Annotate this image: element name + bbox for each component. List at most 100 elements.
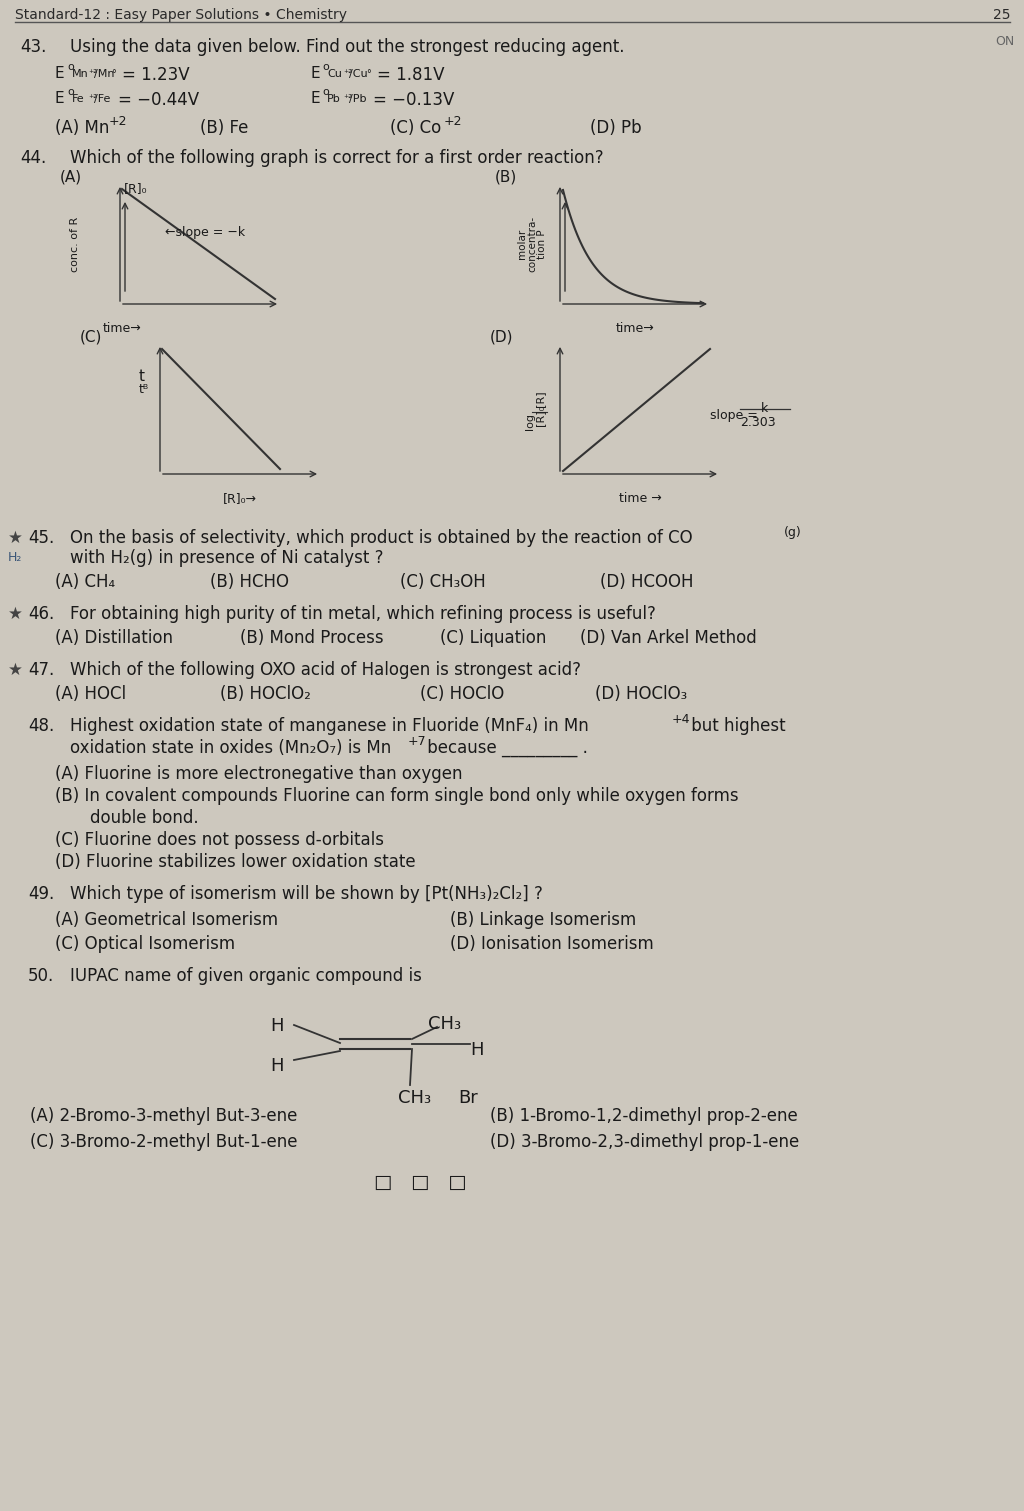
Text: 43.: 43. — [20, 38, 46, 56]
Text: H: H — [270, 1017, 284, 1035]
Text: (D) Ionisation Isomerism: (D) Ionisation Isomerism — [450, 935, 653, 953]
Text: 44.: 44. — [20, 150, 46, 168]
Text: (B) Fe: (B) Fe — [200, 119, 249, 138]
Text: (A) Geometrical Isomerism: (A) Geometrical Isomerism — [55, 911, 279, 929]
Text: (C) Fluorine does not possess d-orbitals: (C) Fluorine does not possess d-orbitals — [55, 831, 384, 849]
Text: 48.: 48. — [28, 718, 54, 734]
Text: CH₃: CH₃ — [428, 1015, 461, 1034]
Text: (C) 3-Bromo-2-methyl But-1-ene: (C) 3-Bromo-2-methyl But-1-ene — [30, 1133, 298, 1151]
Text: CH₃: CH₃ — [398, 1089, 431, 1108]
Text: = −0.44V: = −0.44V — [118, 91, 199, 109]
Text: 47.: 47. — [28, 660, 54, 678]
Text: (A) CH₄: (A) CH₄ — [55, 573, 115, 591]
Text: ⁺²: ⁺² — [343, 70, 352, 79]
Text: Mn: Mn — [72, 70, 89, 79]
Text: (D) HOClO₃: (D) HOClO₃ — [595, 684, 687, 703]
Text: 46.: 46. — [28, 604, 54, 623]
Text: Highest oxidation state of manganese in Fluoride (MnF₄) in Mn: Highest oxidation state of manganese in … — [70, 718, 589, 734]
Text: o: o — [322, 62, 329, 73]
Text: +2: +2 — [109, 115, 128, 128]
Text: Br: Br — [458, 1089, 478, 1108]
Text: time→: time→ — [102, 322, 141, 335]
Text: = 1.81V: = 1.81V — [377, 66, 444, 85]
Text: time→: time→ — [615, 322, 654, 335]
Text: (C) Optical Isomerism: (C) Optical Isomerism — [55, 935, 236, 953]
Text: Using the data given below. Find out the strongest reducing agent.: Using the data given below. Find out the… — [70, 38, 625, 56]
Text: (B) HOClO₂: (B) HOClO₂ — [220, 684, 311, 703]
Text: ←slope = −k: ←slope = −k — [165, 227, 245, 239]
Text: tion P: tion P — [537, 230, 547, 258]
Text: (g): (g) — [784, 526, 802, 539]
Text: (C) CH₃OH: (C) CH₃OH — [400, 573, 485, 591]
Text: 45.: 45. — [28, 529, 54, 547]
Text: Cu: Cu — [327, 70, 342, 79]
Text: /Cu: /Cu — [349, 70, 368, 79]
Text: 50.: 50. — [28, 967, 54, 985]
Text: (D): (D) — [490, 329, 513, 345]
Text: time →: time → — [618, 493, 662, 505]
Text: (B) 1-Bromo-1,2-dimethyl prop-2-ene: (B) 1-Bromo-1,2-dimethyl prop-2-ene — [490, 1108, 798, 1126]
Text: (A): (A) — [60, 169, 82, 184]
Text: 49.: 49. — [28, 885, 54, 904]
Text: (B): (B) — [495, 169, 517, 184]
Text: +4: +4 — [672, 713, 690, 725]
Text: log: log — [525, 414, 535, 431]
Text: (D) Van Arkel Method: (D) Van Arkel Method — [580, 629, 757, 647]
Text: conc. of R: conc. of R — [70, 216, 80, 272]
Text: Standard-12 : Easy Paper Solutions • Chemistry: Standard-12 : Easy Paper Solutions • Che… — [15, 8, 347, 23]
Text: Fe: Fe — [72, 94, 85, 104]
Text: (C) Co: (C) Co — [390, 119, 441, 138]
Text: o: o — [322, 88, 329, 97]
Text: but highest: but highest — [686, 718, 785, 734]
Text: °: ° — [111, 70, 116, 79]
Text: ★: ★ — [8, 660, 23, 678]
Text: (C): (C) — [80, 329, 102, 345]
Text: /Fe: /Fe — [94, 94, 111, 104]
Text: [R]₀: [R]₀ — [535, 405, 545, 426]
Text: (A) Distillation: (A) Distillation — [55, 629, 173, 647]
Text: (A) HOCl: (A) HOCl — [55, 684, 126, 703]
Text: k: k — [762, 402, 769, 416]
Text: slope =: slope = — [710, 409, 762, 422]
Text: On the basis of selectivity, which product is obtained by the reaction of CO: On the basis of selectivity, which produ… — [70, 529, 692, 547]
Text: IUPAC name of given organic compound is: IUPAC name of given organic compound is — [70, 967, 422, 985]
Text: double bond.: double bond. — [90, 808, 199, 827]
Text: ⁺²: ⁺² — [88, 70, 97, 79]
Text: +2: +2 — [444, 115, 463, 128]
Text: (C) Liquation: (C) Liquation — [440, 629, 547, 647]
Text: molar: molar — [517, 228, 527, 258]
Text: +7: +7 — [408, 734, 427, 748]
Text: = 1.23V: = 1.23V — [122, 66, 189, 85]
Text: [R]₀: [R]₀ — [124, 181, 147, 195]
Text: tᴮ: tᴮ — [139, 382, 150, 396]
Text: (D) Pb: (D) Pb — [590, 119, 642, 138]
Text: oxidation state in oxides (Mn₂O₇) is Mn: oxidation state in oxides (Mn₂O₇) is Mn — [70, 739, 391, 757]
Text: [R]₀→: [R]₀→ — [223, 493, 257, 505]
Text: □   □   □: □ □ □ — [374, 1173, 466, 1192]
Text: (D) Fluorine stabilizes lower oxidation state: (D) Fluorine stabilizes lower oxidation … — [55, 854, 416, 870]
Text: (B) Linkage Isomerism: (B) Linkage Isomerism — [450, 911, 636, 929]
Text: because _________ .: because _________ . — [422, 739, 588, 757]
Text: with H₂(g) in presence of Ni catalyst ?: with H₂(g) in presence of Ni catalyst ? — [70, 548, 384, 567]
Text: [R]: [R] — [535, 390, 545, 406]
Text: o: o — [67, 88, 74, 97]
Text: (D) HCOOH: (D) HCOOH — [600, 573, 693, 591]
Text: /Pb: /Pb — [349, 94, 367, 104]
Text: (C) HOClO: (C) HOClO — [420, 684, 504, 703]
Text: = −0.13V: = −0.13V — [373, 91, 455, 109]
Text: °: ° — [366, 70, 371, 79]
Text: Which of the following OXO acid of Halogen is strongest acid?: Which of the following OXO acid of Halog… — [70, 660, 581, 678]
Text: H: H — [270, 1058, 284, 1074]
Text: E: E — [55, 66, 65, 82]
Text: ★: ★ — [8, 604, 23, 623]
Text: Which of the following graph is correct for a first order reaction?: Which of the following graph is correct … — [70, 150, 603, 168]
Text: Which type of isomerism will be shown by [Pt(NH₃)₂Cl₂] ?: Which type of isomerism will be shown by… — [70, 885, 543, 904]
Text: o: o — [67, 62, 74, 73]
Text: ⁺²: ⁺² — [88, 94, 97, 104]
Text: Pb: Pb — [327, 94, 341, 104]
Text: H₂: H₂ — [8, 552, 23, 564]
Text: E: E — [55, 91, 65, 106]
Text: /Mn: /Mn — [94, 70, 115, 79]
Text: ⁺²: ⁺² — [343, 94, 352, 104]
Text: (A) Mn: (A) Mn — [55, 119, 110, 138]
